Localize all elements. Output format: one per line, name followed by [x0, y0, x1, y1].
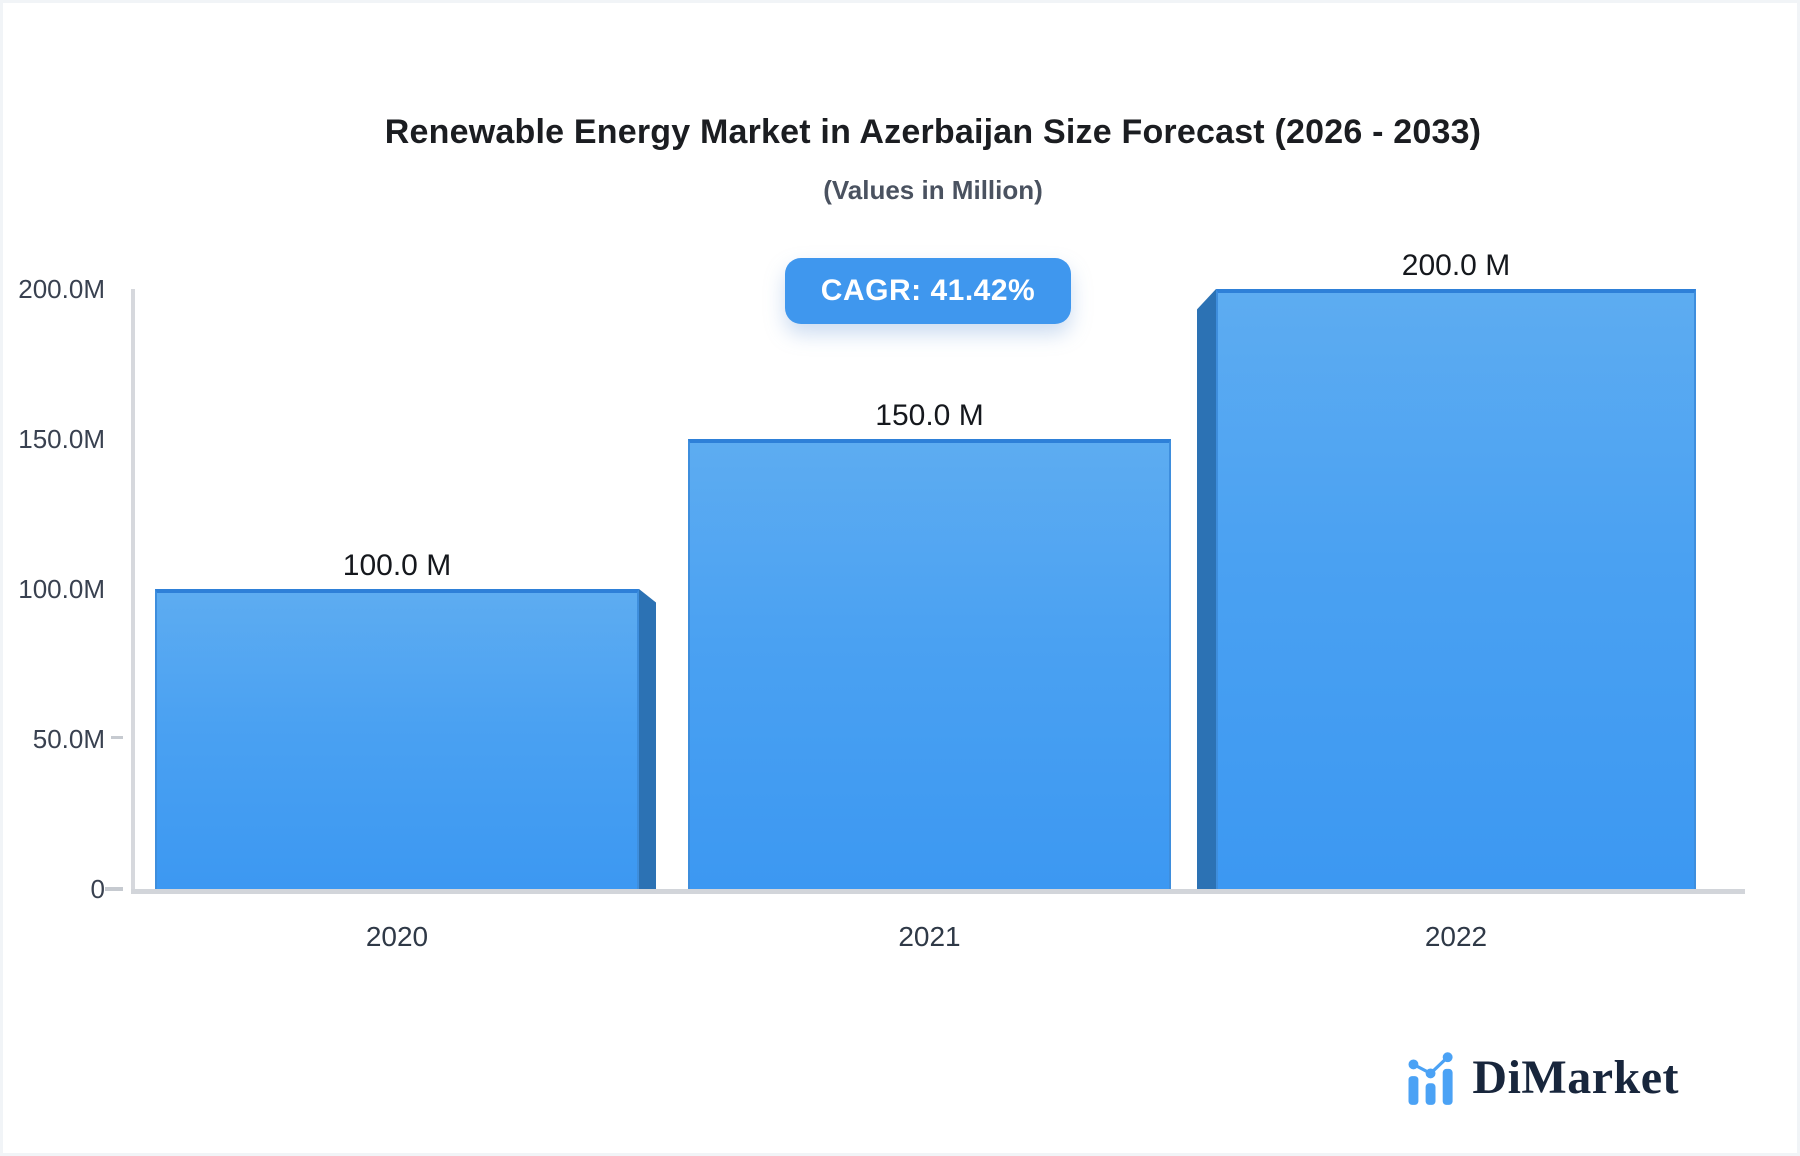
x-tick-label: 2020	[365, 921, 429, 952]
y-tick-mark	[111, 736, 123, 739]
cagr-badge: CAGR: 41.42%	[785, 258, 1071, 324]
y-axis-line	[131, 289, 135, 893]
bar-2021	[688, 439, 1171, 889]
x-tick-label: 2022	[1424, 921, 1488, 952]
y-tick-label: 200.0M	[18, 274, 105, 304]
y-tick-mark	[105, 887, 123, 891]
y-tick-label: 100.0M	[18, 574, 105, 604]
bar-2020	[155, 589, 639, 889]
bar-3d-side-2020	[639, 589, 656, 889]
bar-value-label: 200.0 M	[1401, 249, 1511, 282]
brand-logo: DiMarket	[1404, 1045, 1679, 1109]
page-subtitle: (Values in Million)	[823, 175, 1043, 205]
bar-value-label: 100.0 M	[342, 549, 452, 582]
x-tick-label: 2021	[898, 921, 961, 952]
bar-2022	[1216, 289, 1696, 889]
y-tick-label: 0	[90, 874, 105, 904]
page-title: Renewable Energy Market in Azerbaijan Si…	[384, 113, 1482, 151]
y-tick-label: 50.0M	[32, 724, 105, 754]
mini-bar-chart-icon	[1408, 1052, 1454, 1105]
y-tick-label: 150.0M	[18, 424, 105, 454]
bar-3d-side-2022	[1197, 289, 1216, 889]
brand-name: DiMarket	[1472, 1050, 1679, 1104]
x-axis-line	[131, 889, 1745, 894]
bar-value-label: 150.0 M	[875, 399, 984, 432]
